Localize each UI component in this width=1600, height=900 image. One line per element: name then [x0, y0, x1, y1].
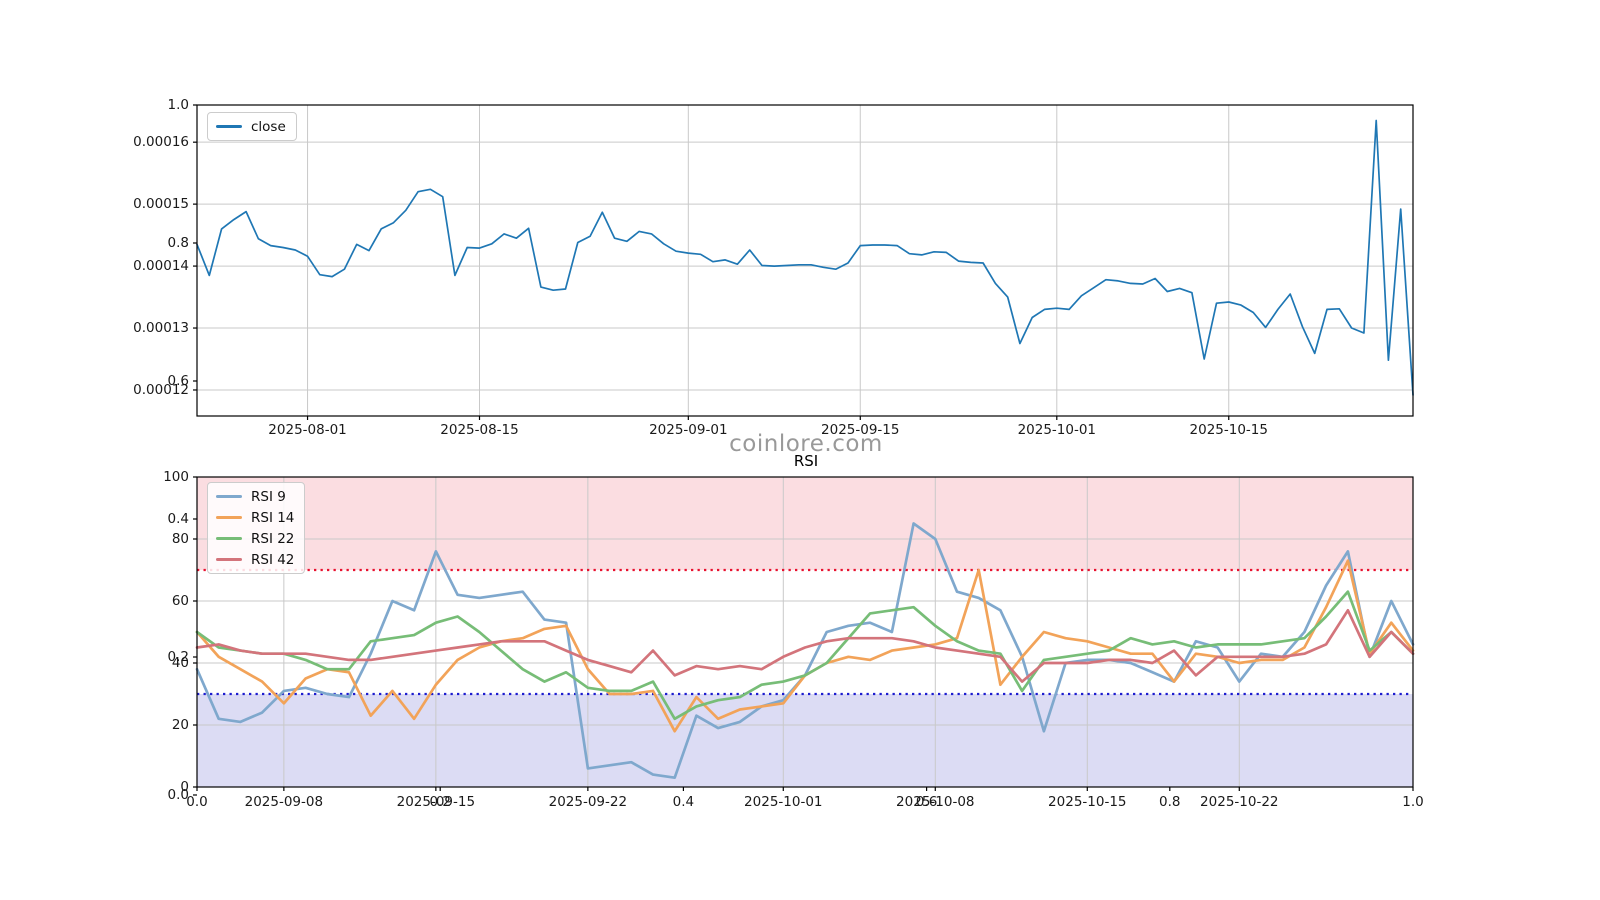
rsi-chart-title: RSI [793, 452, 819, 470]
svg-text:0.0: 0.0 [186, 794, 207, 810]
rsi14-line-swatch [216, 516, 242, 519]
svg-text:20: 20 [172, 717, 189, 733]
rsi42-line-swatch [216, 558, 242, 561]
svg-text:0.00013: 0.00013 [133, 320, 189, 336]
svg-text:1.0: 1.0 [1402, 794, 1423, 810]
svg-text:0.4: 0.4 [168, 511, 189, 527]
svg-text:0.2: 0.2 [168, 649, 189, 665]
rsi-legend: RSI 9 RSI 14 RSI 22 RSI 42 [207, 482, 306, 574]
svg-text:2025-09-22: 2025-09-22 [549, 794, 627, 810]
svg-text:0.8: 0.8 [168, 235, 189, 251]
svg-text:0.00012: 0.00012 [133, 382, 189, 398]
svg-text:0.8: 0.8 [1159, 794, 1180, 810]
svg-text:0.4: 0.4 [673, 794, 694, 810]
svg-text:2025-09-01: 2025-09-01 [649, 422, 727, 438]
svg-text:2025-10-15: 2025-10-15 [1190, 422, 1268, 438]
svg-text:2025-09-15: 2025-09-15 [821, 422, 899, 438]
svg-text:1.0: 1.0 [168, 97, 189, 113]
rsi22-line-swatch [216, 537, 242, 540]
svg-text:0.00016: 0.00016 [133, 134, 189, 150]
legend-label-rsi9: RSI 9 [251, 488, 286, 505]
svg-text:2025-10-01: 2025-10-01 [1018, 422, 1096, 438]
svg-text:80: 80 [172, 531, 189, 547]
legend-item-rsi14: RSI 14 [216, 507, 294, 528]
legend-item-rsi22: RSI 22 [216, 528, 294, 549]
svg-text:0.0: 0.0 [168, 787, 189, 803]
svg-text:60: 60 [172, 593, 189, 609]
svg-text:2025-10-22: 2025-10-22 [1200, 794, 1278, 810]
svg-text:0: 0 [180, 779, 189, 795]
svg-text:2025-08-01: 2025-08-01 [268, 422, 346, 438]
svg-text:2025-10-01: 2025-10-01 [744, 794, 822, 810]
svg-text:0.6: 0.6 [916, 794, 937, 810]
svg-text:2025-10-15: 2025-10-15 [1048, 794, 1126, 810]
close-line-swatch [216, 125, 242, 128]
svg-text:0.00015: 0.00015 [133, 196, 189, 212]
legend-item-rsi42: RSI 42 [216, 549, 294, 570]
legend-label-close: close [251, 118, 286, 135]
svg-text:2025-09-15: 2025-09-15 [397, 794, 475, 810]
svg-text:100: 100 [163, 469, 189, 485]
svg-text:40: 40 [172, 655, 189, 671]
legend-item-rsi9: RSI 9 [216, 486, 294, 507]
rsi9-line-swatch [216, 495, 242, 498]
svg-text:2025-08-15: 2025-08-15 [440, 422, 518, 438]
svg-text:0.6: 0.6 [168, 373, 189, 389]
legend-label-rsi22: RSI 22 [251, 530, 295, 547]
price-legend: close [207, 112, 297, 141]
legend-item-close: close [216, 116, 286, 137]
svg-text:2025-10-08: 2025-10-08 [896, 794, 974, 810]
legend-label-rsi14: RSI 14 [251, 509, 295, 526]
svg-text:2025-09-08: 2025-09-08 [245, 794, 323, 810]
watermark: coinlore.com [729, 431, 883, 457]
svg-text:0.00014: 0.00014 [133, 258, 189, 274]
legend-label-rsi42: RSI 42 [251, 551, 295, 568]
svg-text:0.2: 0.2 [429, 794, 450, 810]
